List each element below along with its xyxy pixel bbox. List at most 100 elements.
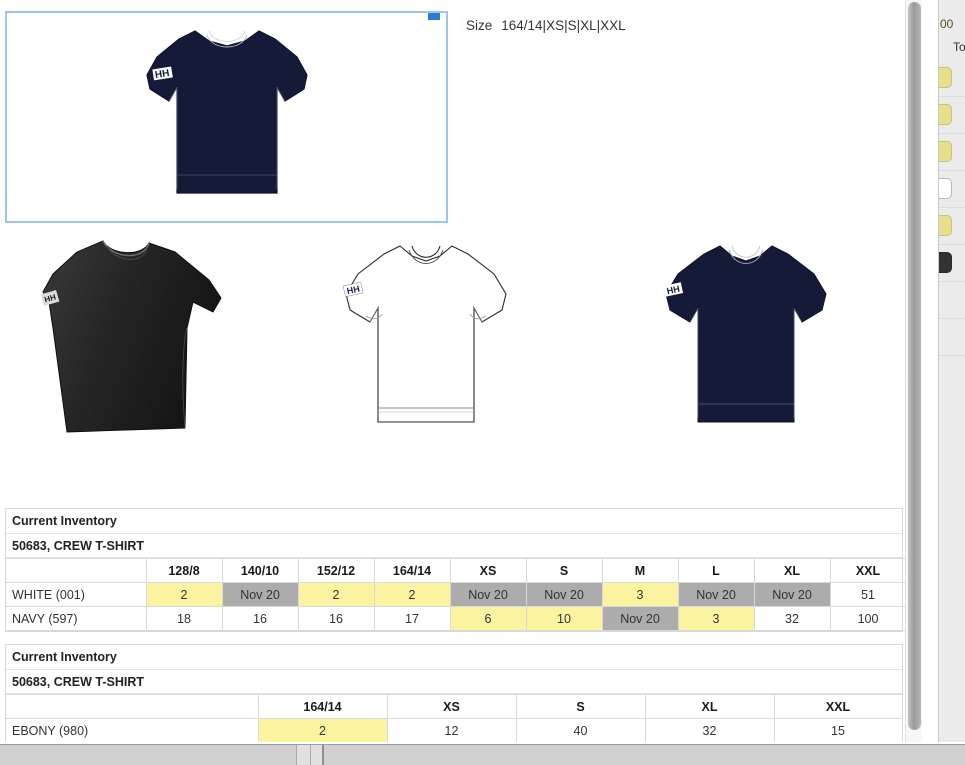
scrollbar-divider [322, 745, 324, 765]
inventory-cell: 6 [449, 606, 527, 631]
ebony-crew-tshirt-image: HH [40, 240, 222, 433]
inventory-cell: 32 [753, 606, 831, 631]
inventory-table-1: 128/8 140/10 152/12 164/14 XS S M L XL X… [6, 558, 905, 631]
col-header: XS [386, 694, 517, 719]
right-panel-row[interactable] [939, 245, 965, 282]
right-panel-row[interactable] [939, 60, 965, 97]
inventory-cell: 51 [829, 582, 905, 607]
inventory-block-2: Current Inventory 50683, CREW T-SHIRT 16… [5, 644, 903, 742]
col-header: XS [449, 558, 527, 583]
table-row[interactable]: WHITE (001) 2 Nov 20 2 2 Nov 20 Nov 20 3… [6, 582, 905, 607]
partial-blue-tab-indicator [428, 13, 440, 20]
inventory-cell: Nov 20 [525, 582, 603, 607]
col-header: 128/8 [145, 558, 223, 583]
col-header: 164/14 [373, 558, 451, 583]
white-crew-tshirt-image: HH [342, 245, 507, 423]
inventory-cell: 16 [297, 606, 375, 631]
horizontal-scrollbar[interactable] [0, 744, 965, 765]
right-panel-partial-header: To [953, 40, 965, 54]
inventory-cell: 2 [257, 718, 388, 742]
thumbnail-ebony[interactable]: HH EBONY(980) [17, 232, 257, 701]
right-panel-row[interactable] [939, 282, 965, 319]
inventory-title: Current Inventory [6, 645, 902, 670]
inventory-cell: 3 [601, 582, 679, 607]
svg-text:HH: HH [346, 284, 361, 296]
inventory-cell: Nov 20 [753, 582, 831, 607]
col-header: S [525, 558, 603, 583]
inventory-cell: 32 [644, 718, 775, 742]
size-row: Size 164/14|XS|S|XL|XXL [466, 18, 626, 33]
status-pill[interactable] [939, 252, 952, 273]
size-value: 164/14|XS|S|XL|XXL [501, 18, 626, 33]
col-header: XXL [829, 558, 905, 583]
inventory-cell: 40 [515, 718, 646, 742]
horizontal-scrollbar-thumb[interactable] [296, 745, 322, 765]
col-header: XL [644, 694, 775, 719]
inventory-cell: 18 [145, 606, 223, 631]
inventory-cell: Nov 20 [677, 582, 755, 607]
col-header: M [601, 558, 679, 583]
inventory-rowhead-col [6, 694, 259, 719]
table-row[interactable]: EBONY (980) 2 12 40 32 15 [6, 718, 903, 742]
vertical-scrollbar-thumb[interactable] [908, 2, 921, 730]
inventory-cell: 15 [773, 718, 903, 742]
thumbnail-white[interactable]: HH WHITE(001) [306, 232, 767, 701]
inventory-block-1: Current Inventory 50683, CREW T-SHIRT 12… [5, 508, 905, 632]
col-header: XXL [773, 694, 903, 719]
col-header: L [677, 558, 755, 583]
product-detail-content: HH Size 164/14|XS|S|XL|XXL [5, 11, 905, 742]
right-panel-row[interactable] [939, 97, 965, 134]
status-pill[interactable] [939, 67, 952, 88]
inventory-cell: 2 [373, 582, 451, 607]
right-panel-partial-number: 00 [940, 17, 954, 31]
inventory-cell: Nov 20 [601, 606, 679, 631]
navy-crew-tshirt-image: HH [663, 245, 827, 423]
horizontal-scrollbar-track-left[interactable] [0, 745, 296, 765]
right-partial-panel[interactable]: 00 To [938, 0, 965, 742]
svg-text:HH: HH [43, 293, 57, 305]
horizontal-scrollbar-track-right[interactable] [324, 745, 965, 765]
inventory-rowhead-col [6, 558, 147, 583]
inventory-cell: 16 [221, 606, 299, 631]
right-panel-row[interactable] [939, 171, 965, 208]
status-pill[interactable] [939, 178, 952, 199]
status-pill[interactable] [939, 141, 952, 162]
vertical-scrollbar[interactable] [905, 0, 922, 742]
inventory-subtitle: 50683, CREW T-SHIRT [6, 534, 902, 558]
row-label: EBONY (980) [6, 718, 259, 742]
inventory-cell: 2 [145, 582, 223, 607]
scrollbar-divider [296, 745, 297, 765]
right-panel-row[interactable] [939, 208, 965, 245]
right-panel-row[interactable] [939, 319, 965, 356]
col-header: S [515, 694, 646, 719]
col-header: 164/14 [257, 694, 388, 719]
size-label: Size [466, 18, 493, 33]
inventory-subtitle: 50683, CREW T-SHIRT [6, 670, 902, 694]
inventory-cell: Nov 20 [449, 582, 527, 607]
col-header: XL [753, 558, 831, 583]
thumbnail-navy[interactable]: HH NAVY(597) [626, 232, 866, 442]
inventory-table-2: 164/14 XS S XL XXL EBONY (980) 2 12 40 3… [6, 694, 903, 742]
svg-text:HH: HH [666, 284, 681, 296]
scrollbar-divider [310, 745, 311, 765]
svg-text:HH: HH [154, 68, 170, 81]
inventory-header-row: 128/8 140/10 152/12 164/14 XS S M L XL X… [6, 558, 905, 583]
inventory-cell: 10 [525, 606, 603, 631]
row-label: WHITE (001) [6, 582, 147, 607]
right-panel-row[interactable] [939, 134, 965, 171]
col-header: 140/10 [221, 558, 299, 583]
inventory-cell: 17 [373, 606, 451, 631]
col-header: 152/12 [297, 558, 375, 583]
inventory-title: Current Inventory [6, 509, 902, 534]
inventory-cell: 2 [297, 582, 375, 607]
inventory-cell: 12 [386, 718, 517, 742]
table-row[interactable]: NAVY (597) 18 16 16 17 6 10 Nov 20 3 32 … [6, 606, 905, 631]
status-pill[interactable] [939, 104, 952, 125]
status-pill[interactable] [939, 215, 952, 236]
navy-crew-tshirt-hero-image: HH [145, 30, 308, 194]
hero-image-selected-frame[interactable]: HH [5, 11, 448, 223]
inventory-cell: 100 [829, 606, 905, 631]
inventory-header-row: 164/14 XS S XL XXL [6, 694, 903, 719]
inventory-cell: 3 [677, 606, 755, 631]
